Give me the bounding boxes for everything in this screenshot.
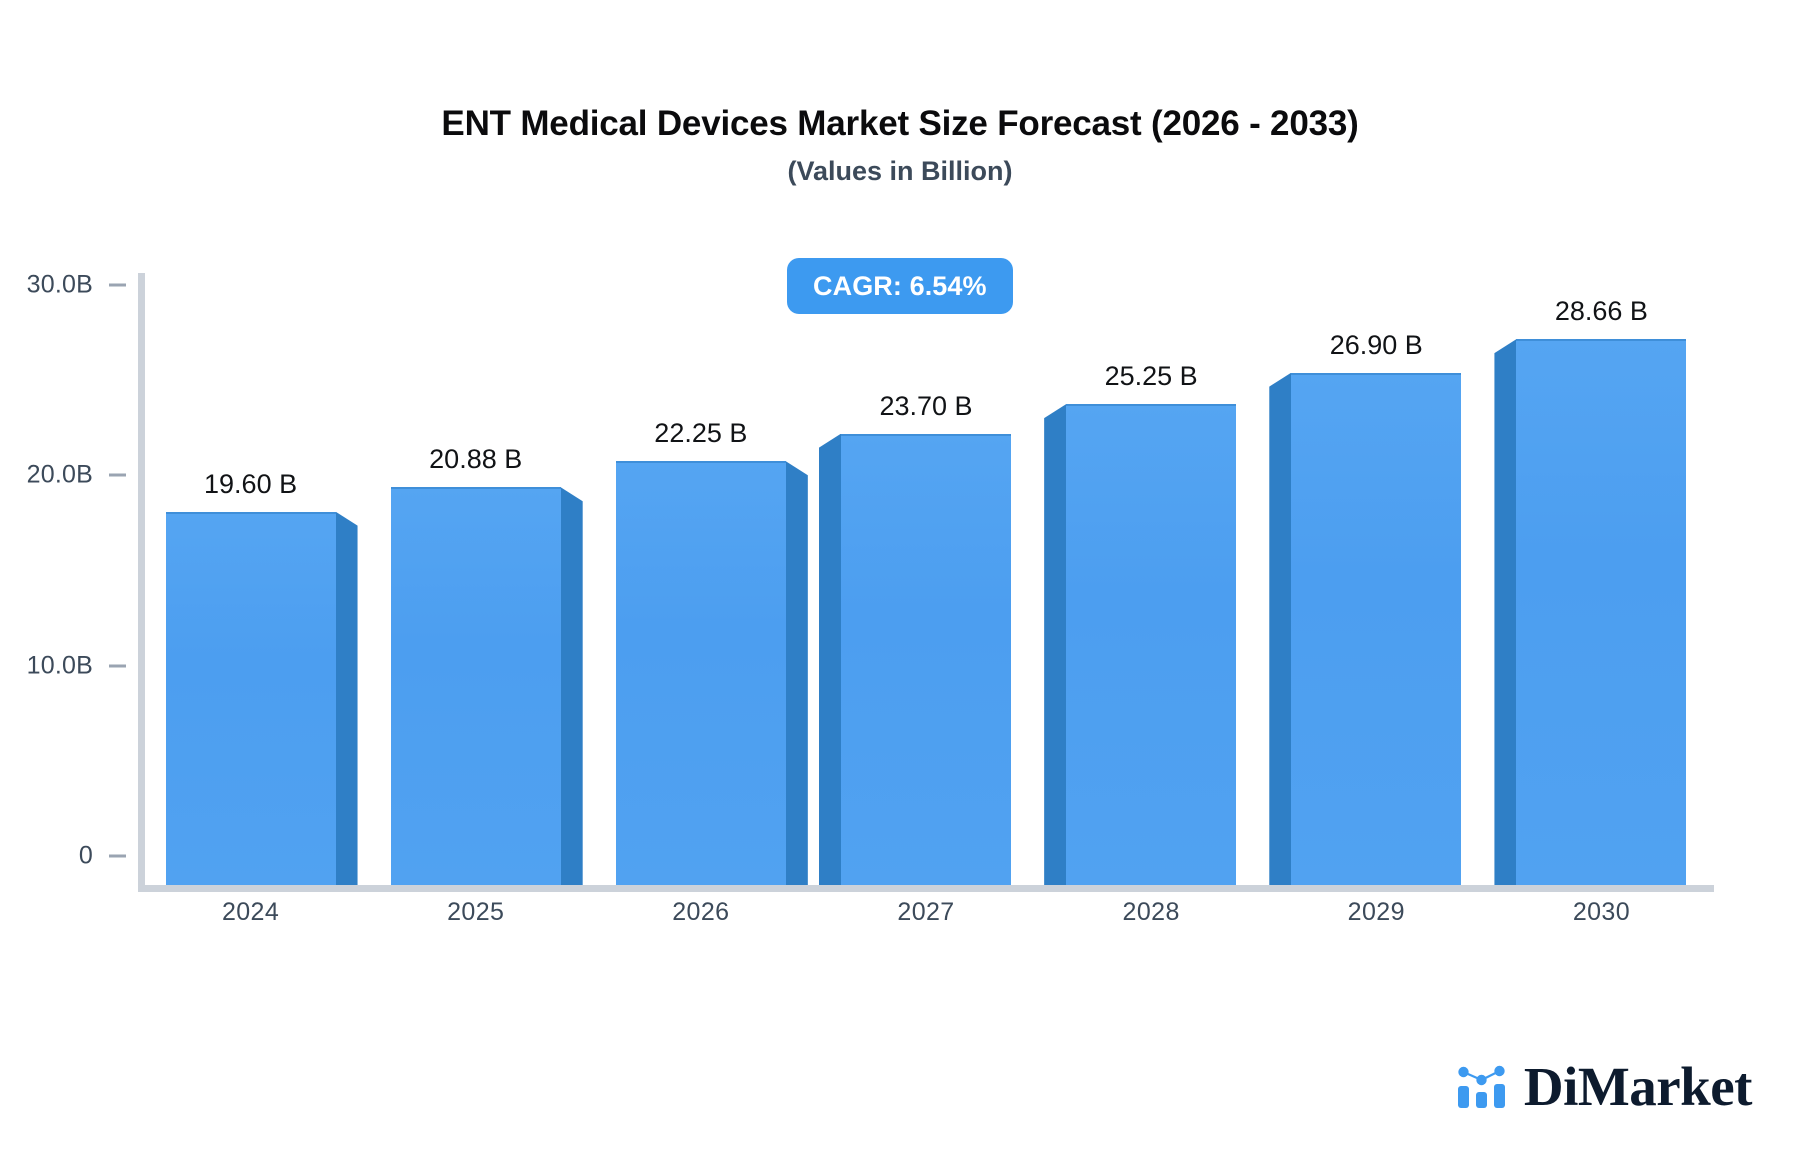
x-axis-labels: 2024 2025 2026 2027 2028 2029 2030 [138,898,1714,938]
y-tick-mark [109,283,126,287]
bar-value-label: 19.60 B [204,468,298,499]
bar-front-face [1291,372,1462,885]
y-tick: 20.0B [27,461,138,490]
plot-area: 0 10.0B 20.0B 30.0B 19.60 B 20.88 B 22.25 B 23… [27,270,1714,892]
bar[interactable]: 23.70 B [819,391,1011,885]
bar-side-face [1269,372,1292,885]
x-axis-label: 2024 [221,898,280,926]
bar-slot: 25.25 B [1044,285,1237,885]
cagr-badge: CAGR: 6.54% [787,258,1013,314]
y-tick-label: 0 [78,841,93,870]
y-tick: 0 [79,842,138,871]
bar-side-face [785,461,808,885]
bar[interactable]: 26.90 B [1269,330,1462,885]
bar-front-face [1066,404,1237,885]
bar-side-face [335,511,358,885]
y-tick-label: 10.0B [26,651,93,680]
bar-value-label: 20.88 B [429,444,523,475]
brand-logo-text: DiMarket [1523,1056,1753,1117]
bar[interactable]: 19.60 B [165,469,358,885]
y-tick-mark [109,854,126,858]
bar-value-label: 26.90 B [1329,329,1423,360]
chart-subtitle: (Values in Billion) [787,156,1013,187]
y-tick-mark [109,664,126,668]
bar-side-face [819,433,841,885]
bar-side-face [1494,339,1517,885]
y-axis-line [138,273,145,885]
x-axis-line [138,885,1714,892]
bar[interactable]: 28.66 B [1494,296,1687,885]
bar-slot: 23.70 B [819,285,1011,885]
x-axis-label: 2026 [672,898,730,926]
bar-value-label: 23.70 B [879,390,973,421]
x-axis-label: 2030 [1572,898,1631,926]
bar-side-face [560,487,583,885]
bar-side-face [1044,404,1067,885]
bar-front-face [390,487,561,885]
y-tick: 10.0B [27,651,138,680]
y-tick-label: 20.0B [26,460,93,489]
bar-front-face [165,511,336,885]
bar[interactable]: 20.88 B [390,444,583,885]
bar-slot: 20.88 B [390,285,583,885]
brand-logo: DiMarket [1456,1056,1753,1117]
y-tick-label: 30.0B [26,270,93,299]
bar-front-face [841,433,1011,885]
bar-slot: 26.90 B [1269,285,1462,885]
bar-chart-trend-icon [1457,1065,1505,1108]
bar-front-face [615,461,786,885]
x-axis-label: 2028 [1122,898,1180,926]
x-axis-label: 2027 [897,898,955,926]
y-tick: 30.0B [27,270,138,299]
chart-title: ENT Medical Devices Market Size Forecast… [441,104,1359,143]
y-tick-mark [109,473,126,477]
bar-slot: 22.25 B [615,285,808,885]
bar-value-label: 25.25 B [1104,361,1198,392]
bar[interactable]: 25.25 B [1044,361,1237,885]
bar-value-label: 28.66 B [1554,296,1648,327]
bar-slot: 19.60 B [165,285,358,885]
x-axis-label: 2029 [1347,898,1405,926]
bar-front-face [1516,339,1687,885]
bar-value-label: 22.25 B [654,418,748,449]
x-axis-label: 2025 [447,898,505,926]
bar[interactable]: 22.25 B [615,418,808,885]
bar-slot: 28.66 B [1494,285,1687,885]
title-block: ENT Medical Devices Market Size Forecast… [0,104,1800,187]
